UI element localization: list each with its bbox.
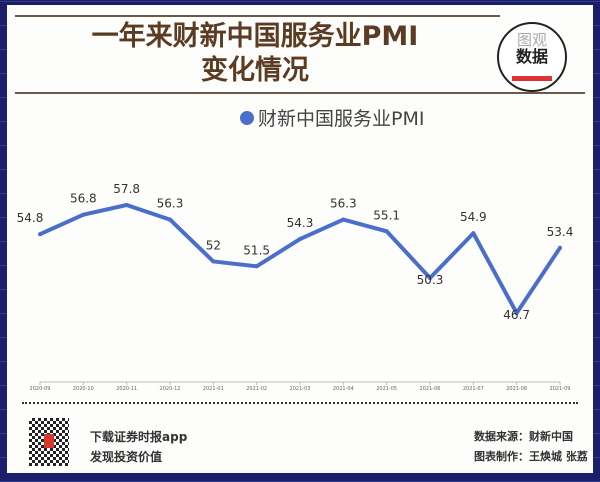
app-promo-line2: 发现投资价值 xyxy=(90,450,163,464)
data-label: 54.3 xyxy=(287,216,314,230)
data-label: 53.4 xyxy=(547,225,574,239)
x-tick-label: 2021-06 xyxy=(420,386,441,392)
data-label: 57.8 xyxy=(113,182,140,196)
legend-label: 财新中国服务业PMI xyxy=(258,108,425,130)
data-point xyxy=(514,311,519,316)
title-top-rule xyxy=(15,15,500,17)
data-point xyxy=(211,259,216,264)
x-tick-label: 2020-09 xyxy=(30,386,51,392)
data-label: 50.3 xyxy=(417,273,444,287)
x-tick-label: 2021-01 xyxy=(203,386,224,392)
x-tick-label: 2021-03 xyxy=(290,386,311,392)
data-point xyxy=(168,217,172,222)
x-tick-label: 2021-07 xyxy=(463,386,484,392)
data-label: 52 xyxy=(206,238,221,252)
x-tick-label: 2020-12 xyxy=(160,386,181,392)
x-tick-label: 2021-09 xyxy=(550,386,571,392)
x-tick-label: 2020-11 xyxy=(116,386,137,392)
title-line-2: 变化情况 xyxy=(201,55,309,86)
chart-author: 图表制作：王焕城 张荔 xyxy=(474,450,588,463)
title-line-1: 一年来财新中国服务业PMI xyxy=(91,21,419,52)
x-tick-label: 2021-04 xyxy=(333,386,354,392)
x-tick-label: 2021-05 xyxy=(376,386,397,392)
legend: 财新中国服务业PMI xyxy=(240,104,424,131)
data-point xyxy=(384,229,389,234)
legend-marker xyxy=(240,110,254,125)
data-point xyxy=(558,245,562,250)
data-point xyxy=(38,232,42,237)
data-point xyxy=(124,203,129,207)
x-tick-label: 2020-10 xyxy=(73,386,94,392)
data-point xyxy=(81,212,86,217)
data-label: 51.5 xyxy=(243,243,270,257)
data-point xyxy=(428,275,432,280)
data-label: 56.8 xyxy=(70,192,97,206)
footer-divider xyxy=(22,402,578,404)
logo: 图观 数据 xyxy=(497,22,567,92)
app-promo-line1: 下载证券时报app xyxy=(90,430,188,444)
data-point xyxy=(298,237,302,242)
data-source: 数据来源：财新中国 xyxy=(474,430,573,443)
data-label: 56.3 xyxy=(330,197,357,211)
x-tick-label: 2021-02 xyxy=(246,386,267,392)
data-label: 55.1 xyxy=(373,208,400,222)
data-label: 56.3 xyxy=(157,197,184,211)
data-label: 54.9 xyxy=(460,210,487,224)
data-point xyxy=(341,217,346,222)
data-label: 54.8 xyxy=(17,211,44,225)
qr-code xyxy=(29,418,69,466)
data-point xyxy=(254,264,259,269)
title-bottom-rule xyxy=(15,92,585,94)
x-tick-label: 2021-08 xyxy=(506,386,527,392)
data-point xyxy=(471,231,476,236)
data-label: 46.7 xyxy=(503,308,530,322)
